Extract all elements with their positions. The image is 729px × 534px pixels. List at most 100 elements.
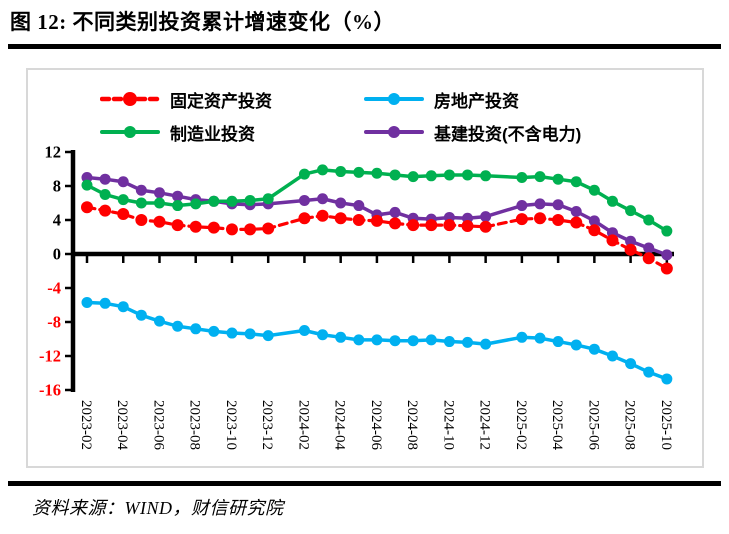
legend-label: 制造业投资 xyxy=(170,124,255,144)
data-point-marker xyxy=(606,234,619,247)
data-point-marker xyxy=(153,315,165,327)
data-point-marker xyxy=(99,173,111,185)
data-point-marker xyxy=(99,204,112,217)
data-point-marker xyxy=(480,211,492,223)
data-point-marker xyxy=(625,358,637,370)
data-point-marker xyxy=(317,193,329,205)
data-point-marker xyxy=(461,219,474,232)
y-axis-label: -8 xyxy=(47,313,61,332)
x-axis-label: 2024-08 xyxy=(404,400,420,450)
data-point-marker xyxy=(552,199,564,211)
data-point-marker xyxy=(262,330,274,342)
data-point-marker xyxy=(425,334,437,346)
data-point-marker xyxy=(298,194,310,206)
data-point-marker xyxy=(480,170,492,182)
data-point-marker xyxy=(389,217,402,230)
data-point-marker xyxy=(643,366,655,378)
data-point-marker xyxy=(570,339,582,351)
data-point-marker xyxy=(462,336,474,348)
data-point-marker xyxy=(353,166,365,178)
data-point-marker xyxy=(81,296,93,308)
data-point-marker xyxy=(335,331,347,343)
data-point-marker xyxy=(425,219,438,232)
data-point-marker xyxy=(661,225,673,237)
data-point-marker xyxy=(661,373,673,385)
data-point-marker xyxy=(190,198,202,210)
legend-marker-icon xyxy=(100,126,160,138)
data-point-marker xyxy=(262,222,275,235)
x-axis-label: 2025-06 xyxy=(585,400,601,450)
data-point-marker xyxy=(407,219,420,232)
data-point-marker xyxy=(135,214,148,226)
data-point-marker xyxy=(371,167,383,179)
data-point-marker xyxy=(443,169,455,181)
legend-item-4: 基建投资(不含电力) xyxy=(364,120,581,144)
data-point-marker xyxy=(298,168,310,180)
x-axis-label: 2023-10 xyxy=(223,400,239,450)
data-point-marker xyxy=(588,224,601,237)
data-point-marker xyxy=(534,198,546,210)
data-point-marker xyxy=(335,166,347,178)
data-point-marker xyxy=(643,214,655,226)
x-axis-label: 2025-04 xyxy=(549,400,565,450)
data-point-marker xyxy=(425,170,437,182)
data-point-marker xyxy=(407,171,419,183)
data-point-marker xyxy=(606,195,618,207)
data-point-marker xyxy=(389,169,401,181)
data-point-marker xyxy=(172,190,184,202)
y-axis-label: -12 xyxy=(39,347,61,366)
data-point-marker xyxy=(643,242,655,254)
data-point-marker xyxy=(207,221,220,234)
data-point-marker xyxy=(117,301,129,313)
x-axis-label: 2024-10 xyxy=(440,400,456,450)
data-point-marker xyxy=(99,189,111,200)
data-point-marker xyxy=(117,176,129,188)
x-axis-label: 2023-02 xyxy=(78,400,94,450)
x-axis-label: 2025-02 xyxy=(513,400,529,450)
data-point-marker xyxy=(625,235,637,247)
data-point-marker xyxy=(570,176,582,188)
data-point-marker xyxy=(661,249,673,261)
data-point-marker xyxy=(225,223,238,236)
y-axis-label: 0 xyxy=(53,245,61,264)
data-point-marker xyxy=(317,329,329,341)
x-axis-label: 2023-04 xyxy=(114,400,130,450)
data-point-marker xyxy=(389,335,401,347)
x-axis-label: 2023-12 xyxy=(259,400,275,450)
data-point-marker xyxy=(624,243,637,256)
data-point-marker xyxy=(353,334,365,346)
x-axis-label: 2023-08 xyxy=(187,400,203,450)
data-point-marker xyxy=(135,197,147,209)
legend-marker-icon xyxy=(364,93,424,105)
x-axis-label: 2025-10 xyxy=(658,400,674,450)
y-axis-label: 4 xyxy=(53,211,61,230)
title-divider xyxy=(8,44,721,49)
x-axis-label: 2025-08 xyxy=(622,400,638,450)
data-point-marker xyxy=(370,214,383,227)
legend-marker-icon xyxy=(364,126,424,138)
data-point-marker xyxy=(135,184,147,196)
data-point-marker xyxy=(334,212,347,225)
data-point-marker xyxy=(552,336,564,348)
legend-marker-icon xyxy=(100,92,160,106)
data-point-marker xyxy=(534,332,546,344)
data-point-marker xyxy=(552,214,565,226)
data-point-marker xyxy=(153,187,165,199)
data-point-marker xyxy=(534,171,546,183)
legend-label: 基建投资(不含电力) xyxy=(434,124,582,144)
data-point-marker xyxy=(135,309,147,321)
data-point-marker xyxy=(353,200,365,212)
data-point-marker xyxy=(117,194,129,206)
data-point-marker xyxy=(208,325,220,337)
chart-panel: 12 8 4 0 -4 -8 -12 -16 2023-02 2023-04 2023-06 2023… xyxy=(26,68,704,468)
data-point-marker xyxy=(389,206,401,218)
data-point-marker xyxy=(588,184,600,196)
data-point-marker xyxy=(462,169,474,181)
data-point-marker xyxy=(99,297,111,309)
data-point-marker xyxy=(516,331,528,343)
legend-label: 房地产投资 xyxy=(434,91,519,111)
data-point-marker xyxy=(407,335,419,347)
data-point-marker xyxy=(81,179,93,191)
data-point-marker xyxy=(81,201,93,214)
x-axis-label: 2023-06 xyxy=(150,400,166,450)
